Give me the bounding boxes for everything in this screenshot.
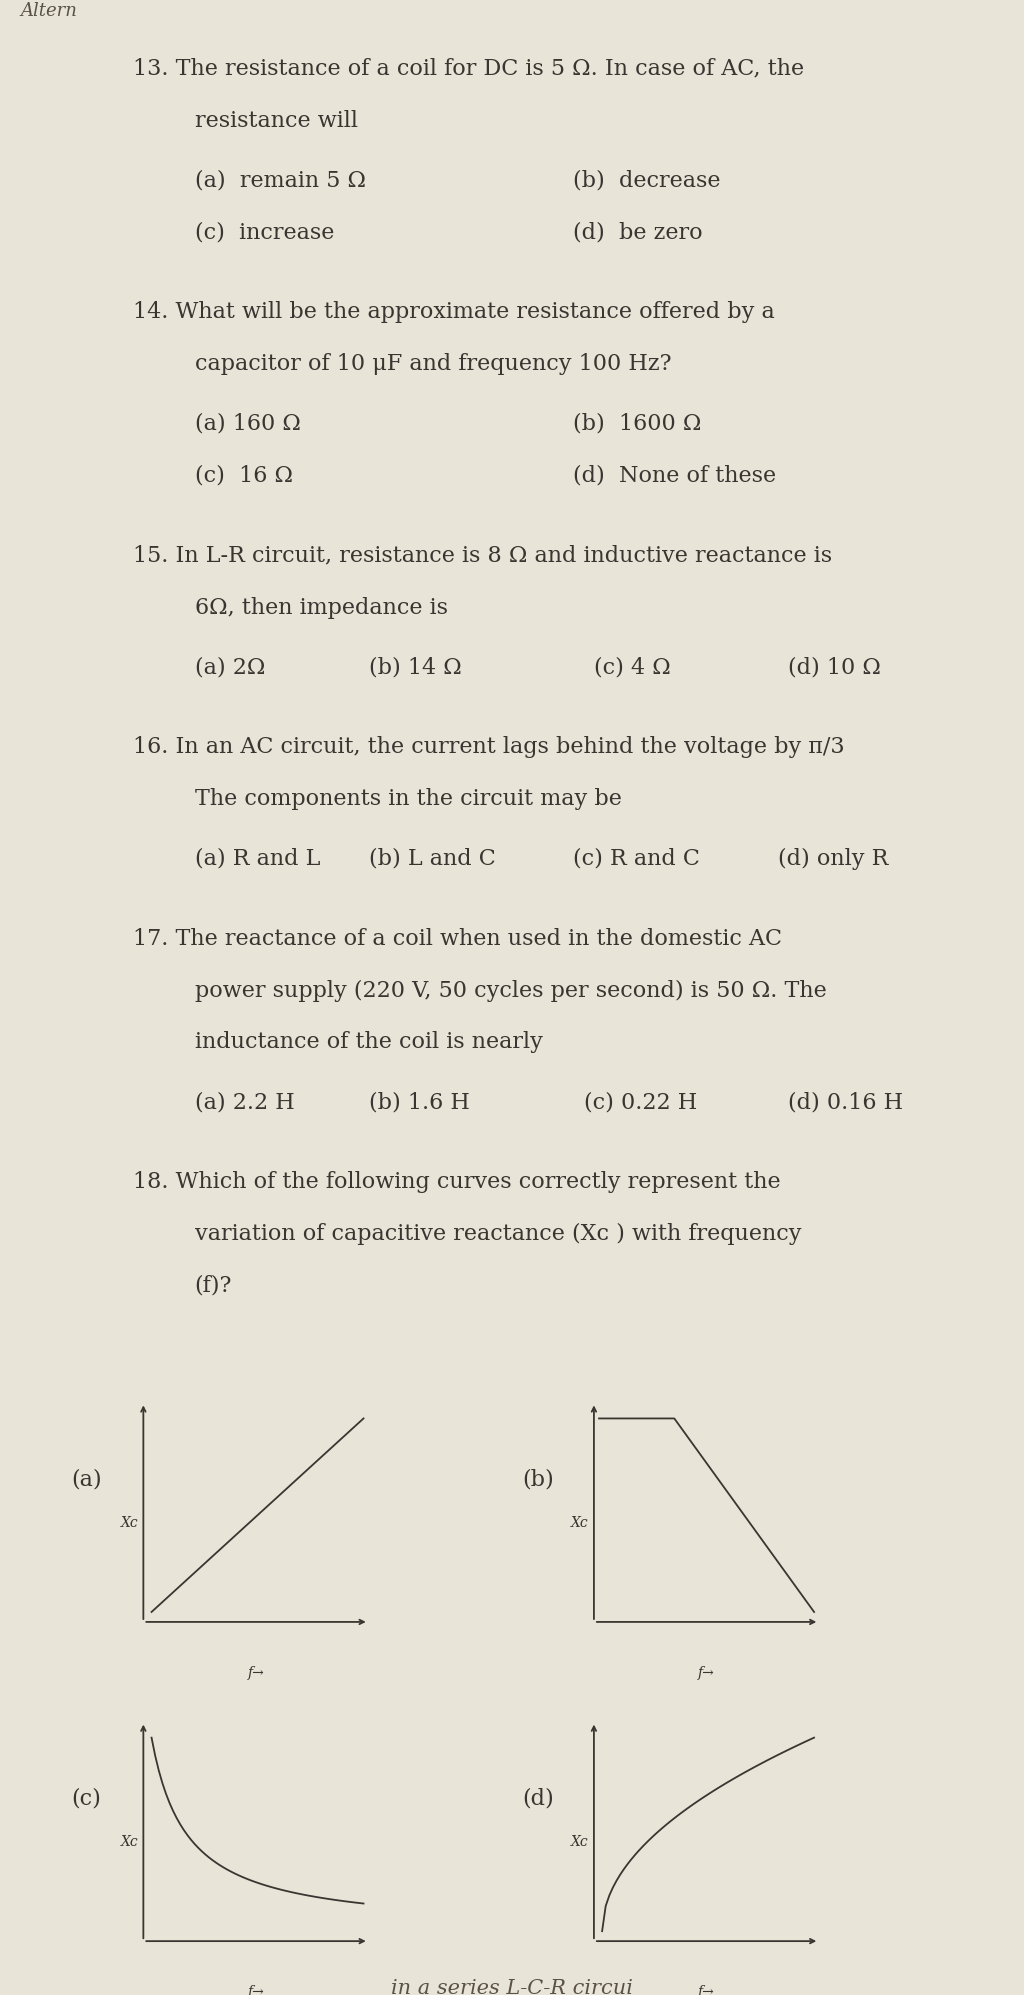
- Text: (b) L and C: (b) L and C: [369, 848, 496, 870]
- Text: capacitor of 10 μF and frequency 100 Hz?: capacitor of 10 μF and frequency 100 Hz?: [195, 353, 671, 375]
- Text: (d): (d): [522, 1788, 554, 1809]
- Text: (a) 160 Ω: (a) 160 Ω: [195, 413, 300, 435]
- Text: 16. In an AC circuit, the current lags behind the voltage by π/3: 16. In an AC circuit, the current lags b…: [133, 736, 845, 758]
- Text: (d) 10 Ω: (d) 10 Ω: [788, 656, 882, 678]
- Text: (b)  1600 Ω: (b) 1600 Ω: [573, 413, 701, 435]
- Text: 6Ω, then impedance is: 6Ω, then impedance is: [195, 597, 447, 618]
- Text: Altern: Altern: [20, 2, 78, 20]
- Text: 14. What will be the approximate resistance offered by a: 14. What will be the approximate resista…: [133, 301, 775, 323]
- Text: resistance will: resistance will: [195, 110, 357, 132]
- Text: (c)  increase: (c) increase: [195, 221, 334, 243]
- Text: 13. The resistance of a coil for DC is 5 Ω. In case of AC, the: 13. The resistance of a coil for DC is 5…: [133, 58, 804, 80]
- Text: f→: f→: [248, 1666, 264, 1680]
- Text: (d) only R: (d) only R: [778, 848, 889, 870]
- Text: f→: f→: [698, 1666, 715, 1680]
- Text: (b): (b): [522, 1468, 554, 1490]
- Text: Xᴄ: Xᴄ: [571, 1516, 589, 1530]
- Text: (a) 2.2 H: (a) 2.2 H: [195, 1091, 294, 1113]
- Text: in a series L-C-R circui: in a series L-C-R circui: [391, 1979, 633, 1995]
- Text: (a): (a): [72, 1468, 102, 1490]
- Text: (b)  decrease: (b) decrease: [573, 170, 721, 192]
- Text: (d) 0.16 H: (d) 0.16 H: [788, 1091, 903, 1113]
- Text: 15. In L-R circuit, resistance is 8 Ω and inductive reactance is: 15. In L-R circuit, resistance is 8 Ω an…: [133, 545, 833, 567]
- Text: (a) 2Ω: (a) 2Ω: [195, 656, 265, 678]
- Text: (f)?: (f)?: [195, 1275, 231, 1297]
- Text: inductance of the coil is nearly: inductance of the coil is nearly: [195, 1031, 543, 1053]
- Text: Xᴄ: Xᴄ: [121, 1835, 138, 1849]
- Text: (c) 0.22 H: (c) 0.22 H: [584, 1091, 697, 1113]
- Text: Xᴄ: Xᴄ: [571, 1835, 589, 1849]
- Text: (c)  16 Ω: (c) 16 Ω: [195, 465, 293, 487]
- Text: The components in the circuit may be: The components in the circuit may be: [195, 788, 622, 810]
- Text: Xᴄ: Xᴄ: [121, 1516, 138, 1530]
- Text: (a) R and L: (a) R and L: [195, 848, 319, 870]
- Text: f→: f→: [698, 1985, 715, 1995]
- Text: (b) 14 Ω: (b) 14 Ω: [369, 656, 462, 678]
- Text: (b) 1.6 H: (b) 1.6 H: [369, 1091, 470, 1113]
- Text: 17. The reactance of a coil when used in the domestic AC: 17. The reactance of a coil when used in…: [133, 928, 782, 950]
- Text: (d)  be zero: (d) be zero: [573, 221, 703, 243]
- Text: f→: f→: [248, 1985, 264, 1995]
- Text: (a)  remain 5 Ω: (a) remain 5 Ω: [195, 170, 366, 192]
- Text: variation of capacitive reactance (Xᴄ ) with frequency: variation of capacitive reactance (Xᴄ ) …: [195, 1223, 801, 1245]
- Text: 18. Which of the following curves correctly represent the: 18. Which of the following curves correc…: [133, 1171, 780, 1193]
- Text: (c): (c): [72, 1788, 101, 1809]
- Text: (c) R and C: (c) R and C: [573, 848, 700, 870]
- Text: (c) 4 Ω: (c) 4 Ω: [594, 656, 671, 678]
- Text: (d)  None of these: (d) None of these: [573, 465, 776, 487]
- Text: power supply (220 V, 50 cycles per second) is 50 Ω. The: power supply (220 V, 50 cycles per secon…: [195, 980, 826, 1001]
